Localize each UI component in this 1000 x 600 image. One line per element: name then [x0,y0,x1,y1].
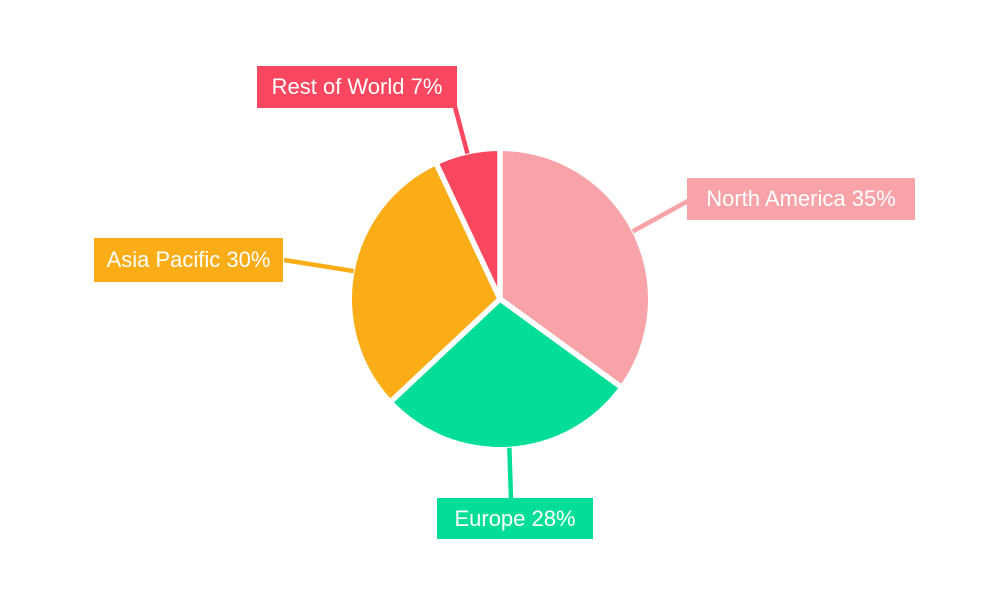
pie-slice-europe[interactable] [392,299,620,448]
slice-separator [389,296,502,404]
pie-label-rest-of-world: Rest of World 7% [257,66,457,108]
leader-line-europe [507,447,514,500]
pie-label-north-america: North America 35% [687,178,915,220]
leader-line-rest-of-world [452,106,470,155]
pie-label-europe: Europe 28% [437,498,593,539]
pie-label-asia-pacific: Asia Pacific 30% [94,238,283,282]
slice-separator [498,296,623,390]
slice-separator [433,162,503,301]
pie-slice-north-america[interactable] [500,151,649,386]
leader-line-north-america [631,199,690,234]
leader-line-asia-pacific [283,257,354,274]
